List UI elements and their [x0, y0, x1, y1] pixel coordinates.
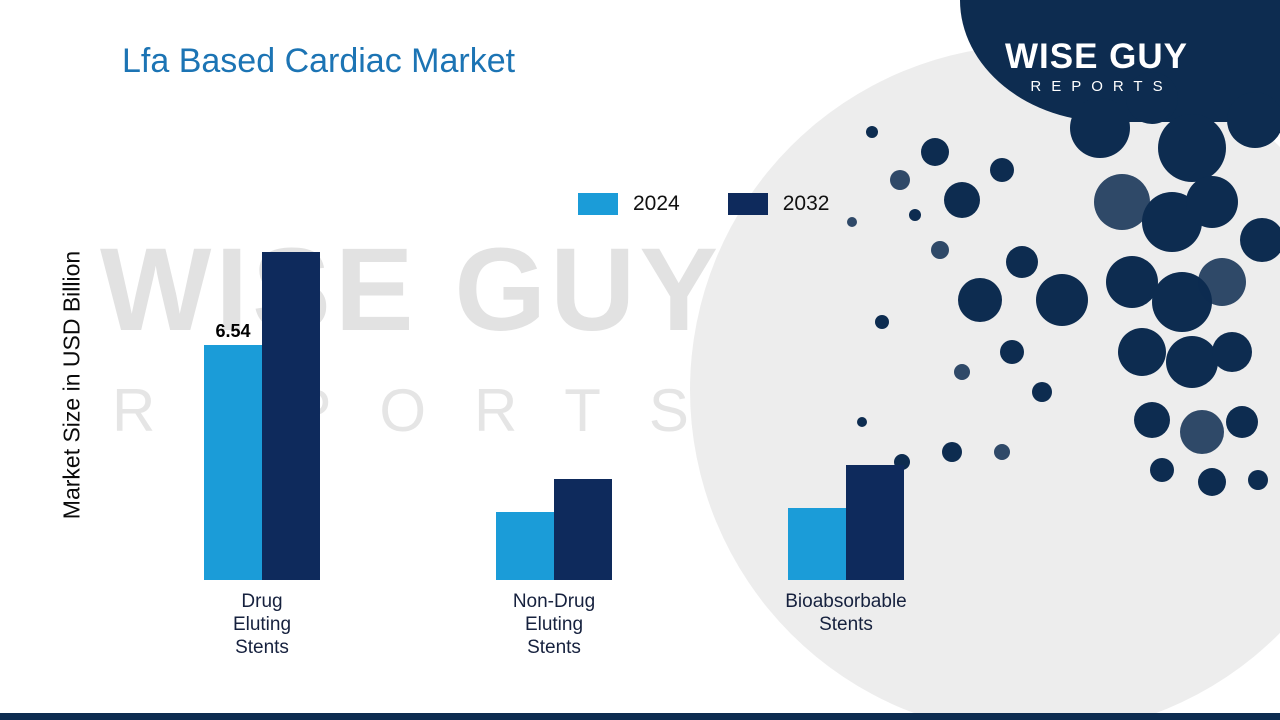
logo-brand-name: WISE GUY	[1004, 37, 1188, 76]
legend-item-2024: 2024	[578, 192, 680, 216]
page-title: Lfa Based Cardiac Market	[122, 42, 516, 80]
bottom-accent-bar	[0, 713, 1280, 720]
watermark-brand-text: WISE GUY	[100, 224, 723, 356]
bar-2032-0	[262, 252, 320, 580]
legend-item-2032: 2032	[727, 192, 830, 216]
bar-2032-1	[554, 479, 612, 580]
bar-2024-2	[788, 508, 846, 580]
legend-label-2024: 2024	[633, 192, 680, 215]
category-label: Non-Drug Eluting Stents	[512, 591, 596, 658]
chart-legend: 2024 2032	[578, 192, 877, 216]
category-label: Drug Eluting Stents	[232, 591, 292, 658]
bar-2032-2	[846, 465, 904, 580]
category-label: Bioabsorbable Stents	[785, 591, 907, 635]
legend-swatch-2032	[727, 193, 768, 215]
bar-2024-1	[496, 512, 554, 580]
bar-2024-0	[204, 345, 262, 580]
legend-label-2032: 2032	[782, 192, 830, 215]
bar-value-label: 6.54	[215, 321, 251, 341]
legend-swatch-2024	[578, 193, 618, 215]
